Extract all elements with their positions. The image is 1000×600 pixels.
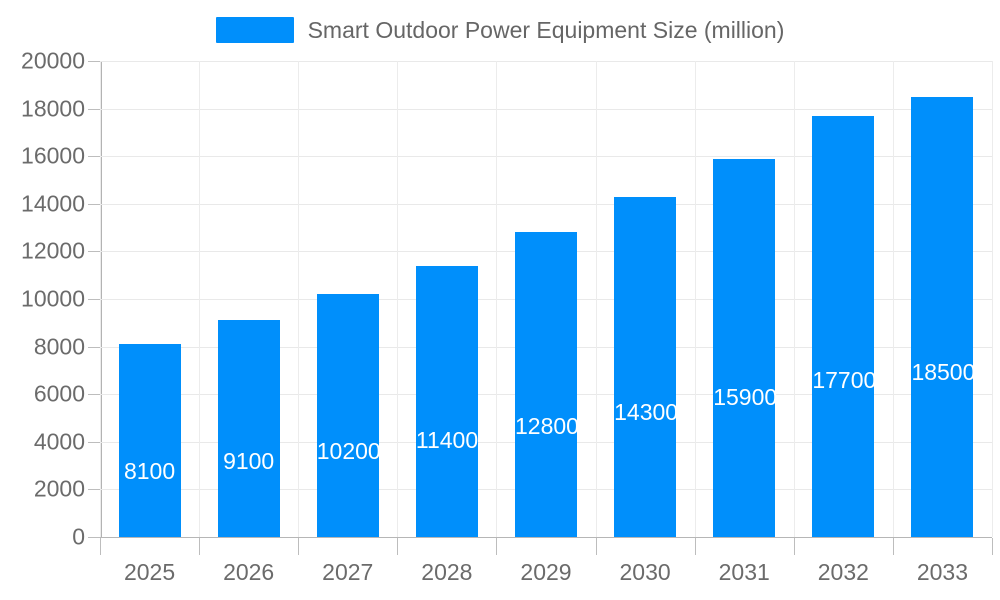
x-axis-tick-label: 2027 (322, 559, 374, 585)
x-axis-tick-label: 2026 (223, 559, 275, 585)
bar-value-label: 12800 (515, 413, 579, 440)
vertical-gridline (199, 61, 201, 537)
bar[interactable]: 14300 (614, 196, 679, 537)
x-axis-tick-label: 2028 (421, 559, 473, 585)
y-axis-tick-mark (88, 61, 100, 62)
gridline (100, 108, 992, 110)
y-axis-tick-label: 12000 (21, 237, 85, 264)
y-axis-tick-label: 16000 (21, 142, 85, 169)
x-axis-tick-label: 2033 (916, 559, 969, 585)
bar-value-label: 10200 (316, 438, 381, 465)
vertical-gridline (100, 61, 101, 537)
y-axis-tick-mark (88, 346, 100, 348)
bar-value-label: 9100 (223, 448, 275, 475)
x-axis-tick-label: 2025 (123, 559, 176, 585)
bar[interactable]: 10200 (316, 294, 381, 537)
bar-value-label: 18500 (911, 358, 976, 385)
bar[interactable]: 18500 (911, 96, 976, 537)
vertical-gridline (892, 61, 894, 537)
x-axis-tick-mark (595, 538, 597, 555)
y-axis-tick-label: 2000 (33, 475, 85, 502)
bar[interactable]: 17700 (812, 115, 877, 537)
bar-value-label: 8100 (123, 458, 176, 485)
bar-value-label: 11400 (415, 426, 479, 453)
vertical-gridline (992, 61, 993, 537)
y-axis-tick-mark (88, 394, 100, 396)
bar[interactable]: 9100 (217, 320, 280, 537)
bar[interactable]: 11400 (415, 265, 479, 537)
y-axis-tick-mark (88, 203, 100, 205)
y-axis-tick-mark (88, 441, 100, 443)
vertical-gridline (496, 61, 498, 537)
bar-value-label: 15900 (713, 383, 778, 410)
vertical-gridline (397, 61, 399, 537)
chart-legend: Smart Outdoor Power Equipment Size (mill… (0, 10, 1000, 50)
plot-area: 8100 9100 10200 11400 12800 14300 15900 17700 18… (100, 61, 993, 538)
x-axis-tick-mark (892, 538, 894, 555)
vertical-gridline (595, 61, 597, 537)
gridline (100, 61, 992, 62)
x-axis-tick-mark (397, 538, 399, 555)
x-axis-tick-mark (199, 538, 201, 555)
vertical-gridline (694, 61, 696, 537)
y-axis-tick-mark (88, 489, 100, 491)
bar-value-label: 17700 (812, 366, 877, 393)
x-axis-tick-mark (100, 538, 101, 555)
x-axis-tick-label: 2029 (520, 559, 572, 585)
x-axis-tick-mark (694, 538, 696, 555)
y-axis-tick-mark (88, 156, 100, 158)
y-axis-tick-mark (88, 108, 100, 110)
vertical-gridline (298, 61, 300, 537)
bar[interactable]: 8100 (118, 344, 181, 537)
x-axis-tick-label: 2031 (718, 559, 770, 585)
y-axis-tick-mark (88, 299, 100, 300)
legend-color-swatch-icon (215, 17, 294, 43)
y-axis-tick-label: 0 (72, 523, 85, 550)
x-axis-tick-mark (992, 538, 993, 555)
y-axis-tick-label: 8000 (33, 333, 85, 360)
y-axis-tick-label: 6000 (33, 380, 85, 407)
x-axis-tick-mark (298, 538, 300, 555)
vertical-gridline (793, 61, 795, 537)
x-axis-tick-mark (496, 538, 498, 555)
y-axis-tick-mark (88, 251, 100, 253)
y-axis-tick-label: 10000 (21, 285, 85, 312)
x-axis-tick-label: 2032 (817, 559, 869, 585)
legend-item-smart-outdoor-power-equipment-size[interactable]: Smart Outdoor Power Equipment Size (mill… (215, 16, 785, 43)
y-axis-tick-label: 20000 (21, 47, 85, 74)
gridline (100, 537, 992, 538)
x-axis-tick-label: 2030 (619, 559, 671, 585)
bar[interactable]: 15900 (713, 158, 778, 537)
legend-item-label: Smart Outdoor Power Equipment Size (mill… (307, 16, 785, 43)
bar[interactable]: 12800 (515, 232, 579, 537)
bar-value-label: 14300 (614, 398, 679, 425)
x-axis-tick-mark (793, 538, 795, 555)
gridline (100, 156, 992, 158)
gridline (100, 203, 992, 205)
y-axis-tick-label: 4000 (33, 428, 85, 455)
y-axis-tick-label: 14000 (21, 190, 85, 217)
y-axis-tick-label: 18000 (21, 95, 85, 122)
y-axis-tick-mark (88, 537, 100, 538)
